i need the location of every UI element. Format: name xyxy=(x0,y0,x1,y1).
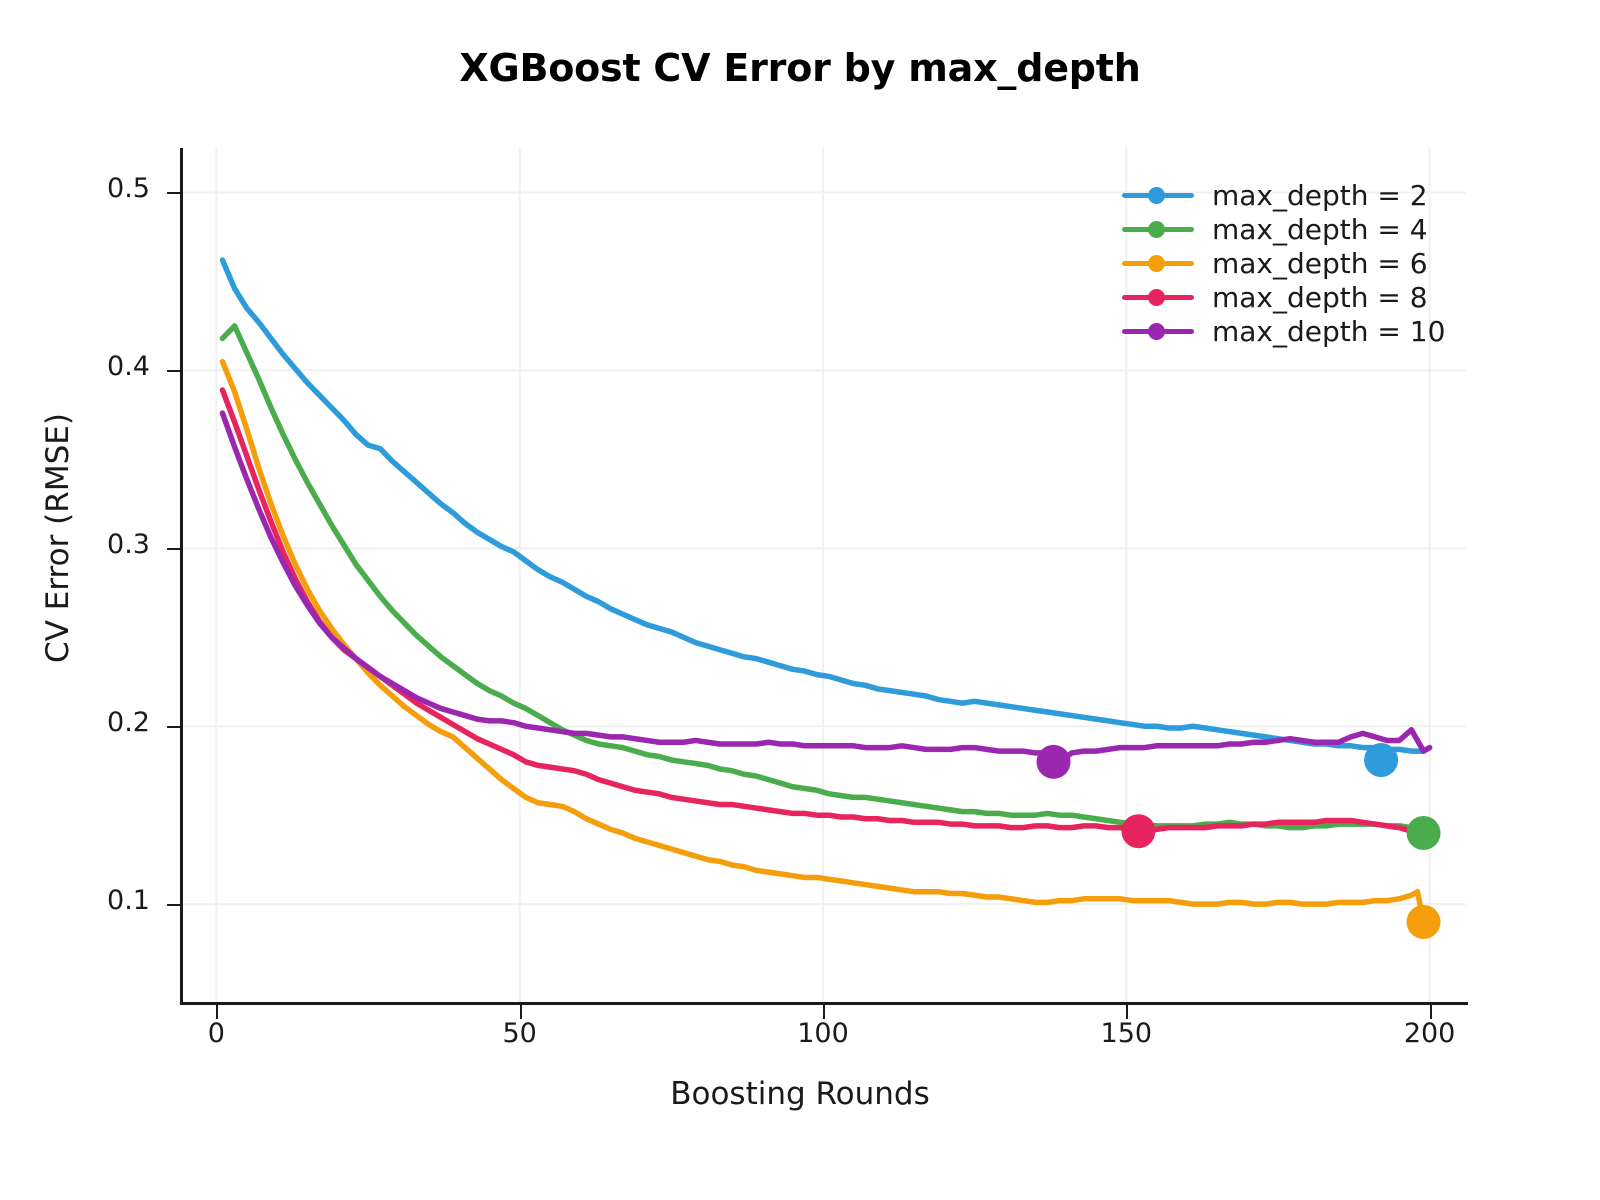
x-tick-mark xyxy=(519,1005,522,1019)
legend-swatch xyxy=(1122,218,1194,240)
y-tick-label: 0.1 xyxy=(107,885,150,917)
legend-label: max_depth = 8 xyxy=(1212,280,1428,314)
x-axis-label: Boosting Rounds xyxy=(670,1076,930,1112)
y-tick-mark xyxy=(167,904,180,907)
series-line-0 xyxy=(219,257,1433,754)
y-tick-mark xyxy=(167,726,180,729)
x-tick-mark xyxy=(823,1005,825,1019)
series-line-4 xyxy=(219,410,1433,765)
legend-swatch xyxy=(1122,286,1194,308)
y-tick-label: 0.2 xyxy=(107,707,150,739)
series-marker-4 xyxy=(1036,744,1071,779)
legend-dot-icon xyxy=(1148,255,1165,272)
legend-item-3[interactable]: max_depth = 8 xyxy=(1122,280,1482,314)
series-marker-1 xyxy=(1406,815,1441,850)
legend-dot-icon xyxy=(1148,323,1165,340)
x-tick-label: 50 xyxy=(502,1018,537,1049)
legend-item-4[interactable]: max_depth = 10 xyxy=(1122,314,1482,348)
x-tick-label: 200 xyxy=(1403,1018,1456,1049)
series-line-1 xyxy=(219,323,1433,836)
legend-swatch xyxy=(1122,320,1194,342)
x-tick-mark xyxy=(1126,1005,1129,1019)
x-tick-label: 150 xyxy=(1100,1018,1153,1049)
y-axis-spine xyxy=(180,148,183,1005)
legend-label: max_depth = 10 xyxy=(1212,314,1446,348)
y-tick-label: 0.3 xyxy=(107,529,150,561)
legend-item-1[interactable]: max_depth = 4 xyxy=(1122,212,1482,246)
x-axis-spine xyxy=(180,1002,1468,1005)
plot-svg xyxy=(180,148,1466,1002)
y-tick-mark xyxy=(167,548,180,551)
plot-area xyxy=(180,148,1466,1002)
y-tick-mark xyxy=(167,192,180,195)
y-tick-label: 0.5 xyxy=(107,173,150,205)
legend-dot-icon xyxy=(1148,187,1165,204)
x-tick-label: 0 xyxy=(207,1018,225,1049)
legend-swatch xyxy=(1122,184,1194,206)
series-marker-3 xyxy=(1121,814,1156,849)
series-line-3 xyxy=(219,387,1433,834)
x-tick-label: 100 xyxy=(797,1018,849,1049)
legend-dot-icon xyxy=(1148,289,1165,306)
y-tick-label: 0.4 xyxy=(107,351,150,383)
page-title: XGBoost CV Error by max_depth xyxy=(459,46,1141,90)
x-tick-mark xyxy=(1429,1005,1432,1019)
series-line-2 xyxy=(219,358,1427,925)
series-marker-2 xyxy=(1406,904,1441,939)
legend-label: max_depth = 2 xyxy=(1212,178,1428,212)
legend-item-0[interactable]: max_depth = 2 xyxy=(1122,178,1482,212)
y-axis-label: CV Error (RMSE) xyxy=(40,413,76,663)
legend-swatch xyxy=(1122,252,1194,274)
legend-label: max_depth = 4 xyxy=(1212,212,1428,246)
series-marker-0 xyxy=(1364,743,1399,778)
y-tick-mark xyxy=(167,370,180,373)
legend-label: max_depth = 6 xyxy=(1212,246,1428,280)
legend-item-2[interactable]: max_depth = 6 xyxy=(1122,246,1482,280)
x-tick-mark xyxy=(216,1005,219,1019)
legend-dot-icon xyxy=(1148,221,1165,238)
